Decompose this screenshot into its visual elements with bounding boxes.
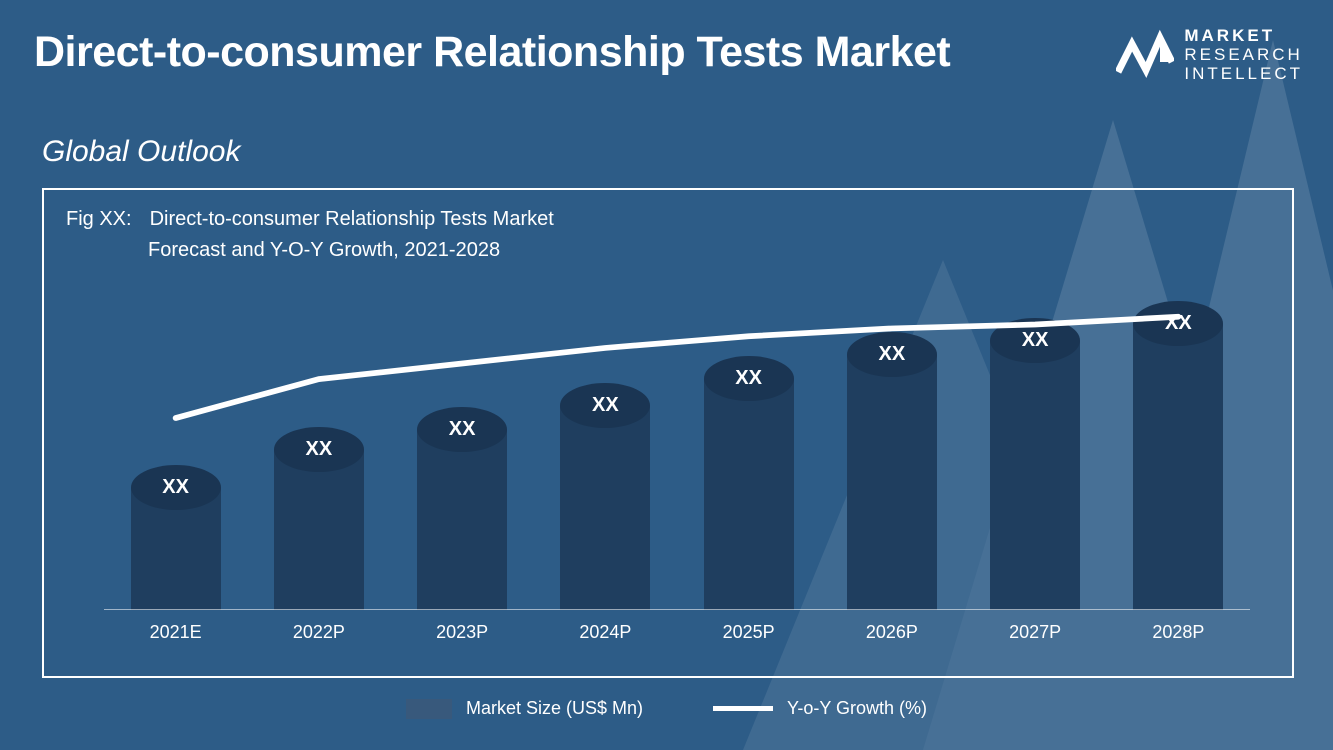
bar: XX [1133, 324, 1223, 610]
page-title: Direct-to-consumer Relationship Tests Ma… [34, 28, 950, 77]
bar-top-label: XX [1133, 301, 1223, 346]
bar-wrap: XXXX [247, 450, 390, 610]
x-axis-labels: 2021E2022P2023P2024P2025P2026P2027P2028P [104, 610, 1250, 643]
plot-area: XXXXXXXXXXXXXXXXXXXXXXXXXXXXXXXX 2021E20… [66, 270, 1270, 610]
x-axis-label: 2028P [1107, 622, 1250, 643]
bar-series: XXXXXXXXXXXXXXXXXXXXXXXXXXXXXXXX [104, 270, 1250, 610]
bar-wrap: XXXX [964, 341, 1107, 610]
bar-top-label: XX [704, 356, 794, 401]
bar-top-label: XX [417, 407, 507, 452]
legend-bar-label: Market Size (US$ Mn) [466, 698, 643, 719]
x-axis-label: 2021E [104, 622, 247, 643]
bar: XX [990, 341, 1080, 610]
x-axis-label: 2023P [391, 622, 534, 643]
figure-title-line1: Direct-to-consumer Relationship Tests Ma… [150, 208, 554, 230]
logo-text: MARKET RESEARCH INTELLECT [1184, 26, 1303, 83]
bar-top-label: XX [131, 465, 221, 510]
figure-label: Fig XX: [66, 204, 144, 235]
x-axis-label: 2025P [677, 622, 820, 643]
bar-wrap: XXXX [534, 406, 677, 610]
bar-top-label: XX [560, 383, 650, 428]
x-axis-label: 2024P [534, 622, 677, 643]
figure-caption: Fig XX: Direct-to-consumer Relationship … [66, 204, 1270, 266]
legend-line-label: Y-o-Y Growth (%) [787, 698, 927, 719]
legend-swatch-line-icon [713, 706, 773, 711]
logo-line1: MARKET [1184, 26, 1303, 45]
bar-wrap: XXXX [677, 379, 820, 610]
bar: XX [560, 406, 650, 610]
bar: XX [131, 488, 221, 610]
bar: XX [704, 379, 794, 610]
bar-wrap: XXXX [104, 488, 247, 610]
bar-wrap: XXXX [1107, 324, 1250, 610]
bar-top-label: XX [274, 427, 364, 472]
bar-top-label: XX [847, 332, 937, 377]
logo-line3: INTELLECT [1184, 64, 1303, 83]
bar-wrap: XXXX [820, 355, 963, 610]
logo-mark-icon [1116, 28, 1174, 82]
legend-item-line: Y-o-Y Growth (%) [713, 698, 927, 719]
bar: XX [417, 430, 507, 610]
bar: XX [847, 355, 937, 610]
x-axis-label: 2027P [964, 622, 1107, 643]
bar: XX [274, 450, 364, 610]
legend-swatch-bar-icon [406, 699, 452, 719]
x-axis-label: 2026P [820, 622, 963, 643]
logo-line2: RESEARCH [1184, 45, 1303, 64]
chart-container: Fig XX: Direct-to-consumer Relationship … [42, 188, 1294, 678]
legend-item-bar: Market Size (US$ Mn) [406, 698, 643, 719]
subtitle: Global Outlook [42, 135, 240, 169]
bar-wrap: XXXX [391, 430, 534, 610]
x-axis-label: 2022P [247, 622, 390, 643]
legend: Market Size (US$ Mn) Y-o-Y Growth (%) [0, 698, 1333, 719]
brand-logo: MARKET RESEARCH INTELLECT [1116, 26, 1303, 83]
bar-top-label: XX [990, 318, 1080, 363]
figure-title-line2: Forecast and Y-O-Y Growth, 2021-2028 [66, 235, 1270, 266]
